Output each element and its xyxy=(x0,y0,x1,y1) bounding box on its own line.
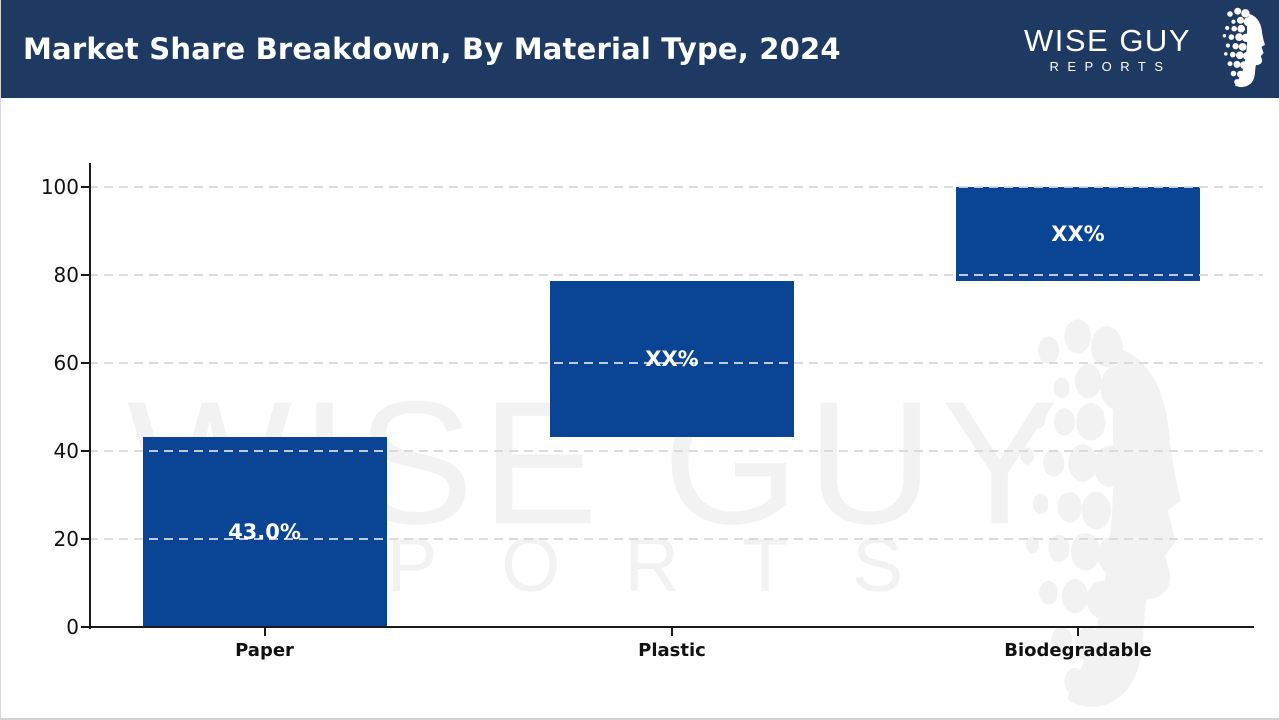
x-axis-category-label: Plastic xyxy=(638,639,706,661)
grid-line xyxy=(89,361,1263,364)
y-axis-tick-label: 0 xyxy=(66,614,79,639)
y-axis-tick xyxy=(81,361,89,364)
bar-value-label: XX% xyxy=(645,347,699,372)
brand-subtitle-text: REPORTS xyxy=(1049,59,1172,74)
y-axis-tick-label: 100 xyxy=(40,174,79,199)
brand-logo: WISE GUY REPORTS xyxy=(1024,7,1279,91)
y-axis-tick-label: 80 xyxy=(53,262,79,287)
bar-plastic xyxy=(550,281,794,438)
x-axis-tick xyxy=(263,627,266,636)
brand-wordmark: WISE GUY REPORTS xyxy=(1024,25,1191,73)
y-axis-tick-label: 60 xyxy=(53,350,79,375)
y-axis-tick-label: 40 xyxy=(53,438,79,463)
header-bar: Market Share Breakdown, By Material Type… xyxy=(1,0,1279,98)
y-axis-tick xyxy=(81,449,89,452)
bar-biodegradable xyxy=(956,186,1200,282)
brand-name-text: WISE GUY xyxy=(1023,23,1191,58)
x-axis-spine xyxy=(89,626,1254,628)
grid-line xyxy=(89,537,1263,540)
grid-line xyxy=(89,185,1263,188)
x-axis-category-label: Biodegradable xyxy=(1004,639,1152,661)
y-axis-tick xyxy=(81,625,89,628)
x-axis-tick xyxy=(1077,627,1079,636)
grid-line xyxy=(89,449,1263,452)
y-axis-tick-label: 20 xyxy=(53,526,79,551)
x-axis-tick xyxy=(671,627,673,636)
page-title: Market Share Breakdown, By Material Type… xyxy=(23,32,841,66)
y-axis-tick xyxy=(81,185,89,188)
y-axis-spine xyxy=(89,163,91,629)
y-axis-tick xyxy=(81,537,89,540)
y-axis-tick xyxy=(81,273,89,276)
bar-paper xyxy=(142,437,387,627)
x-axis-category-label: Paper xyxy=(235,639,294,661)
bar-value-label: XX% xyxy=(1051,221,1105,246)
grid-line xyxy=(89,273,1263,276)
bar-value-label: 43.0% xyxy=(228,519,301,544)
